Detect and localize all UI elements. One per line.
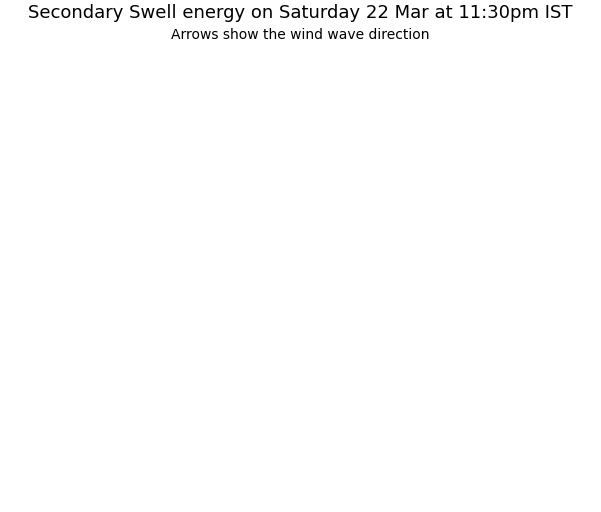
Text: Secondary Swell energy on Saturday 22 Mar at 11:30pm IST: Secondary Swell energy on Saturday 22 Ma… — [28, 4, 573, 22]
Text: Arrows show the wind wave direction: Arrows show the wind wave direction — [171, 28, 430, 41]
Text: cartopy not available: cartopy not available — [227, 272, 374, 286]
